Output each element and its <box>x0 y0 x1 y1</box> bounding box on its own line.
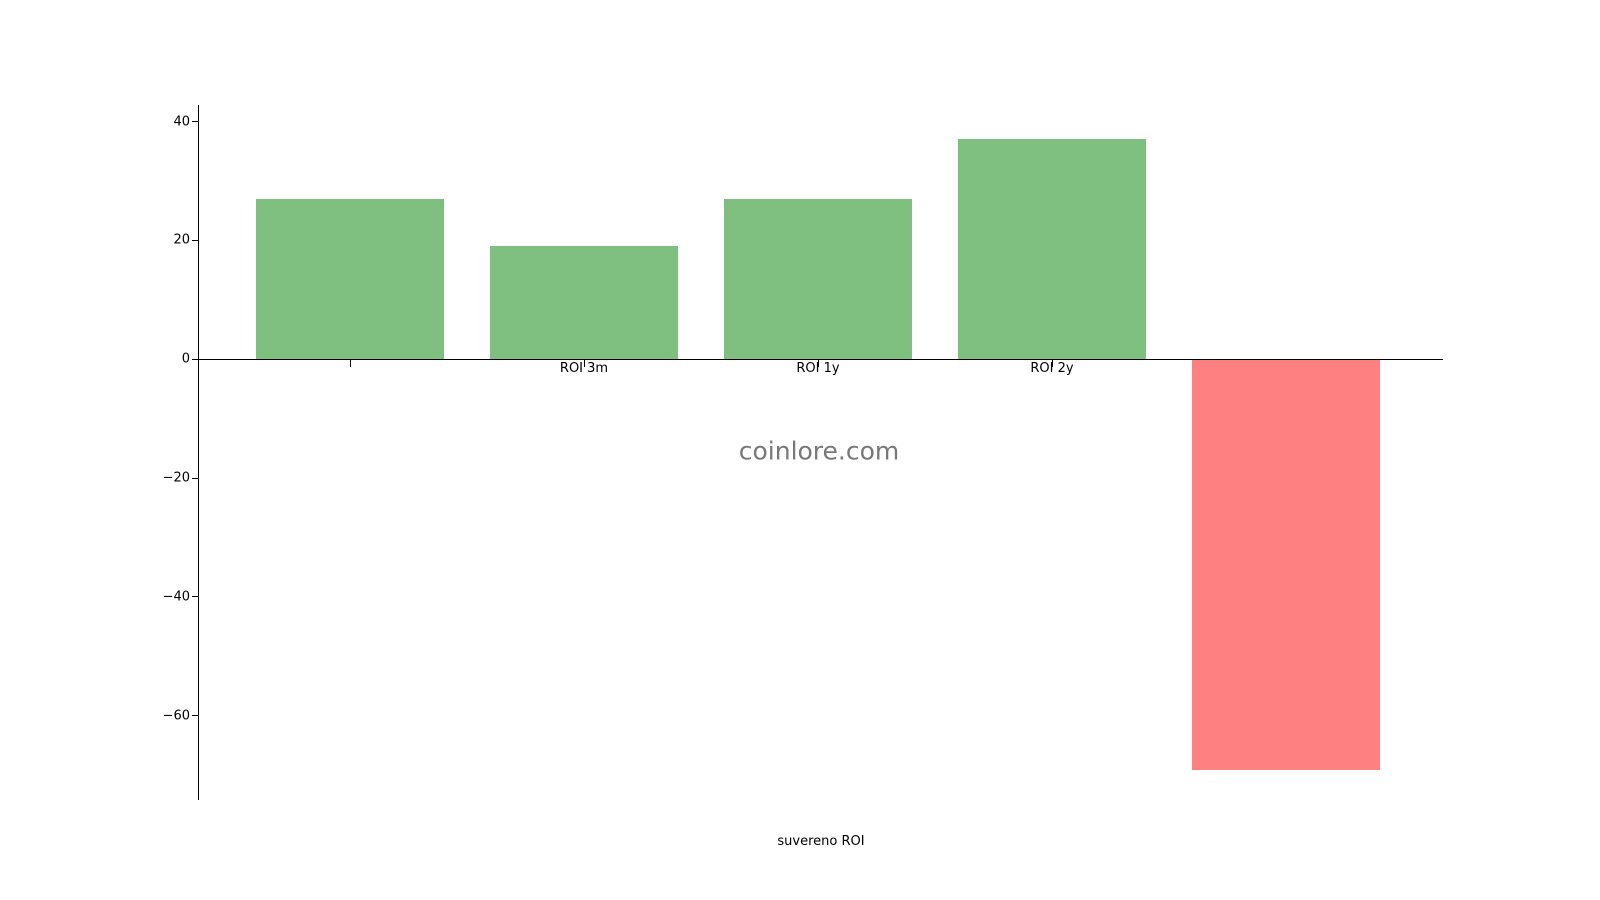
bar-roi-1y <box>724 198 912 360</box>
y-tick-mark <box>192 596 198 598</box>
y-tick-mark <box>192 715 198 717</box>
bar-category-5 <box>1192 360 1380 771</box>
x-tick-mark <box>818 359 819 368</box>
watermark: coinlore.com <box>738 436 900 466</box>
y-axis-spine <box>198 105 199 800</box>
x-tick-mark <box>350 359 351 368</box>
y-tick-mark <box>192 358 198 360</box>
bar-category-1 <box>256 198 444 360</box>
x-axis-line <box>199 359 1443 360</box>
x-tick-mark <box>584 359 585 368</box>
y-tick-label: −40 <box>162 589 190 605</box>
x-tick-label: ROI 2y <box>1030 361 1074 377</box>
x-tick-label: ROI 3m <box>559 361 609 377</box>
y-tick-label: 20 <box>173 232 190 248</box>
y-tick-label: −20 <box>162 470 190 486</box>
y-tick-label: −60 <box>162 708 190 724</box>
y-tick-mark <box>192 121 198 123</box>
y-tick-label: 40 <box>173 114 190 130</box>
y-tick-mark <box>192 239 198 241</box>
y-tick-label: 0 <box>181 351 190 367</box>
y-tick-mark <box>192 477 198 479</box>
x-axis-title: suvereno ROI <box>777 834 865 849</box>
x-tick-mark <box>1052 359 1053 368</box>
x-tick-label: ROI 1y <box>796 361 840 377</box>
bar-roi-3m <box>490 246 678 360</box>
bar-roi-2y <box>958 139 1146 360</box>
